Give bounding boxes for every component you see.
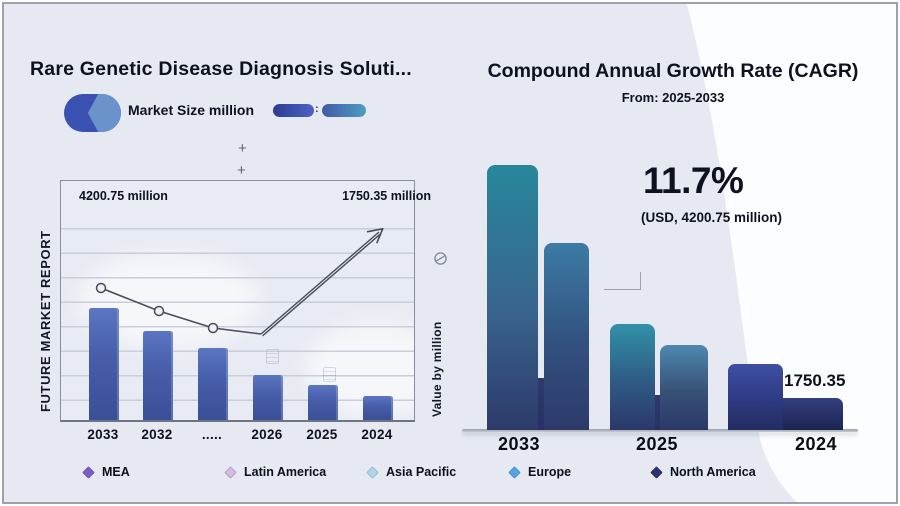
legend-marker-latin-america-icon [224, 465, 237, 479]
legend-label-europe: Europe [528, 465, 572, 479]
cagr-bar-2033-series-2 [544, 243, 589, 430]
x-label-2024: 2024 [361, 427, 393, 442]
database-cylinder-icon [64, 94, 121, 132]
cagr-bar-2025-series-2 [660, 345, 708, 430]
cagr-subtitle: From: 2025-2033 [621, 90, 725, 105]
bar-merge-filler [655, 395, 660, 430]
cagr-bar-group-2024 [728, 364, 843, 430]
market-size-bar-dots [198, 348, 228, 420]
market-size-chart: 4200.75 million 1750.35 million [60, 180, 431, 422]
legend-item-mea: MEA [82, 463, 226, 481]
document-watermark-icon [266, 349, 279, 364]
x-label-dots: ..... [201, 427, 223, 442]
legend-item-europe: Europe [508, 463, 652, 481]
bracket-decoration [604, 272, 641, 290]
cagr-bar-group-2025 [610, 324, 708, 430]
plus-icon: + [237, 162, 246, 179]
market-size-bar-2025 [308, 385, 338, 420]
ratio-separator: : [315, 103, 319, 115]
x-label-2032: 2032 [141, 427, 173, 442]
market-size-bar-2033 [89, 308, 119, 420]
bar-merge-filler [538, 378, 544, 430]
region-legend: MEA Latin America Asia Pacific Europe North … [82, 463, 794, 481]
trend-marker [153, 305, 165, 317]
legend-label-latin-america: Latin America [244, 465, 327, 479]
cagr-bar-2033-series-1 [487, 165, 538, 430]
trend-marker [95, 282, 107, 294]
market-size-title: Rare Genetic Disease Diagnosis Soluti... [30, 58, 412, 80]
ratio-pill-right-icon [322, 104, 366, 117]
value-2024-label: 1750.35 [784, 371, 846, 390]
plus-icon: + [238, 140, 247, 157]
cagr-title: Compound Annual Growth Rate (CAGR) [487, 60, 859, 82]
cagr-bar-group-2033 [487, 165, 589, 430]
end-value-annotation: 1750.35 million [342, 189, 431, 203]
trend-line-with-arrow [95, 227, 384, 337]
cagr-percentage: 11.7% [643, 160, 744, 201]
cagr-bar-2024-series-2 [783, 398, 843, 430]
cagr-x-label-2025: 2025 [635, 434, 679, 454]
chart-plot-area [61, 181, 414, 420]
market-size-bar-2024 [363, 396, 393, 420]
legend-item-north-america: North America [650, 463, 794, 481]
future-market-report-watermark: FUTURE MARKET REPORT [38, 230, 53, 412]
cylinder-facet [87, 94, 121, 132]
legend-label-asia-pacific: Asia Pacific [386, 465, 457, 479]
cagr-x-label-2024: 2024 [794, 434, 838, 454]
start-value-annotation: 4200.75 million [79, 189, 168, 203]
cagr-bar-2024-series-1 [728, 364, 783, 430]
legend-item-latin-america: Latin America [224, 463, 368, 481]
cagr-x-label-2033: 2033 [497, 434, 541, 454]
cagr-bar-2025-series-1 [610, 324, 655, 430]
legend-item-asia-pacific: Asia Pacific [366, 463, 510, 481]
chart-gridlines [61, 205, 414, 420]
legend-label-mea: MEA [102, 465, 130, 479]
cagr-chart-baseline [462, 429, 858, 432]
legend-marker-asia-pacific-icon [366, 465, 379, 479]
ratio-pill-left-icon [273, 104, 314, 117]
trend-marker [207, 322, 219, 334]
arrow-head [366, 227, 384, 244]
cagr-detail: (USD, 4200.75 million) [641, 210, 783, 225]
legend-label-north-america: North America [670, 465, 756, 479]
y-axis-label: Value by million [430, 321, 444, 418]
x-label-2033: 2033 [87, 427, 119, 442]
market-size-bars [61, 181, 414, 420]
document-watermark-icon [323, 367, 336, 382]
market-size-bar-2026 [253, 375, 283, 420]
market-size-x-axis: 2033 2032..... 2026 2025 2024 [60, 427, 415, 445]
legend-marker-mea-icon [82, 465, 95, 479]
x-label-2026: 2026 [251, 427, 283, 442]
legend-marker-north-america-icon [650, 465, 663, 479]
legend-marker-europe-icon [508, 465, 521, 479]
circle-slash-icon [434, 252, 447, 265]
market-size-bar-2032 [143, 331, 173, 420]
market-size-legend-label: Market Size million [128, 102, 255, 118]
x-label-2025: 2025 [306, 427, 338, 442]
